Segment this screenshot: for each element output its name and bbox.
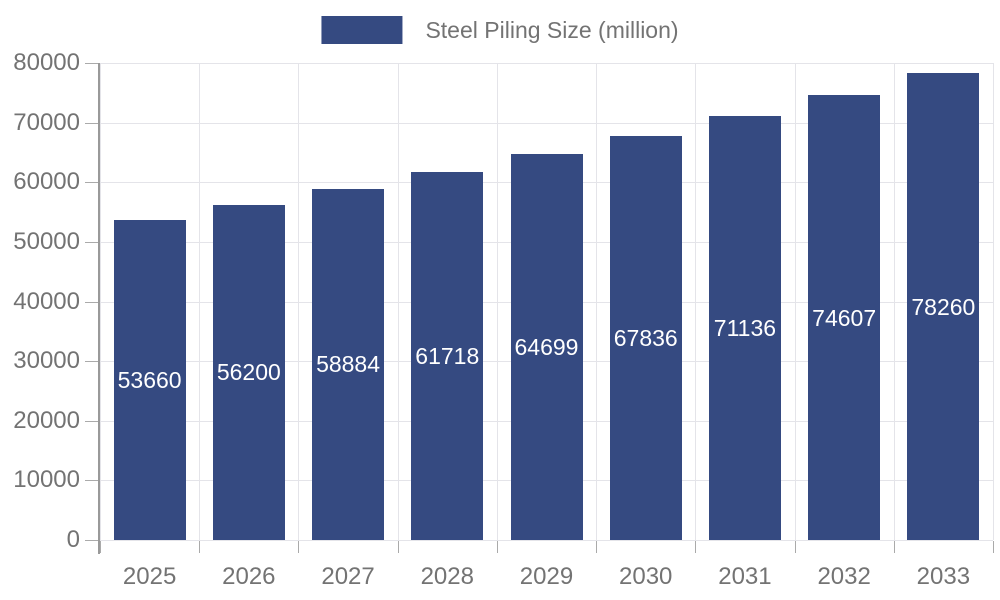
y-axis-tick	[85, 63, 100, 64]
y-tick-label: 80000	[13, 49, 80, 76]
gridline-horizontal	[100, 540, 993, 541]
bar[interactable]: 74607	[808, 95, 881, 540]
x-tick-label: 2025	[122, 563, 177, 590]
legend-swatch	[321, 16, 403, 44]
x-tick-label: 2026	[222, 563, 276, 590]
gridline-horizontal	[100, 63, 993, 64]
x-tick-label: 2031	[718, 563, 772, 590]
y-tick-label: 30000	[13, 347, 80, 375]
bar[interactable]: 56200	[212, 204, 285, 540]
x-axis-tick	[199, 541, 201, 553]
gridline-vertical	[100, 63, 101, 540]
x-tick-label: 2028	[420, 563, 474, 590]
y-tick-label: 60000	[13, 168, 80, 196]
bar[interactable]: 67836	[609, 135, 682, 540]
y-axis-tick	[85, 361, 100, 363]
gridline-vertical	[993, 63, 994, 540]
gridline-vertical	[298, 63, 300, 540]
y-axis-tick	[85, 182, 100, 184]
bar-value-label: 64699	[514, 334, 579, 361]
bar[interactable]: 53660	[113, 220, 186, 540]
x-tick-label: 2029	[519, 563, 574, 590]
y-axis-line	[98, 63, 100, 554]
y-axis-tick	[85, 241, 100, 243]
y-tick-label: 50000	[13, 227, 80, 255]
bar-value-label: 53660	[117, 367, 182, 394]
bar-value-label: 58884	[316, 351, 381, 378]
gridline-horizontal	[100, 122, 993, 124]
gridline-vertical	[199, 63, 201, 540]
x-axis-tick	[794, 541, 796, 553]
x-tick-label: 2027	[321, 563, 375, 590]
bar[interactable]: 58884	[312, 188, 385, 540]
gridline-vertical	[397, 63, 399, 540]
bar-value-label: 61718	[415, 342, 480, 369]
y-axis-tick	[85, 301, 100, 303]
y-axis-tick	[85, 420, 100, 422]
x-axis-tick	[695, 541, 697, 553]
gridline-vertical	[893, 63, 895, 540]
y-axis-tick	[85, 480, 100, 482]
x-axis-tick	[100, 541, 101, 553]
y-tick-label: 70000	[13, 108, 80, 136]
gridline-vertical	[596, 63, 598, 540]
x-tick-label: 2033	[916, 563, 971, 590]
bar[interactable]: 71136	[708, 115, 781, 540]
bar[interactable]: 64699	[510, 154, 583, 540]
bar-value-label: 67836	[613, 324, 678, 351]
gridline-vertical	[794, 63, 796, 540]
bar-value-label: 71136	[713, 314, 777, 341]
x-axis-tick	[496, 541, 498, 553]
y-tick-label: 40000	[13, 287, 80, 315]
legend-label: Steel Piling Size (million)	[425, 16, 679, 43]
x-axis-tick	[993, 541, 994, 553]
y-axis-tick	[85, 122, 100, 124]
gridline-vertical	[695, 63, 697, 540]
bar-value-label: 74607	[812, 304, 877, 331]
x-axis-tick	[397, 541, 399, 553]
gridline-vertical	[496, 63, 498, 540]
chart-legend[interactable]: Steel Piling Size (million)	[321, 16, 679, 44]
bar[interactable]: 61718	[411, 172, 484, 540]
x-tick-label: 2030	[619, 563, 673, 590]
bar-value-label: 56200	[216, 359, 281, 386]
y-tick-label: 10000	[13, 466, 80, 494]
bar-value-label: 78260	[911, 293, 976, 320]
bar[interactable]: 78260	[907, 73, 980, 540]
x-axis-tick	[596, 541, 598, 553]
x-axis-tick	[893, 541, 895, 553]
y-axis-tick	[85, 540, 100, 541]
x-tick-label: 2032	[817, 563, 871, 590]
y-tick-label: 0	[66, 526, 80, 553]
y-tick-label: 20000	[13, 406, 80, 434]
x-axis-tick	[298, 541, 300, 553]
